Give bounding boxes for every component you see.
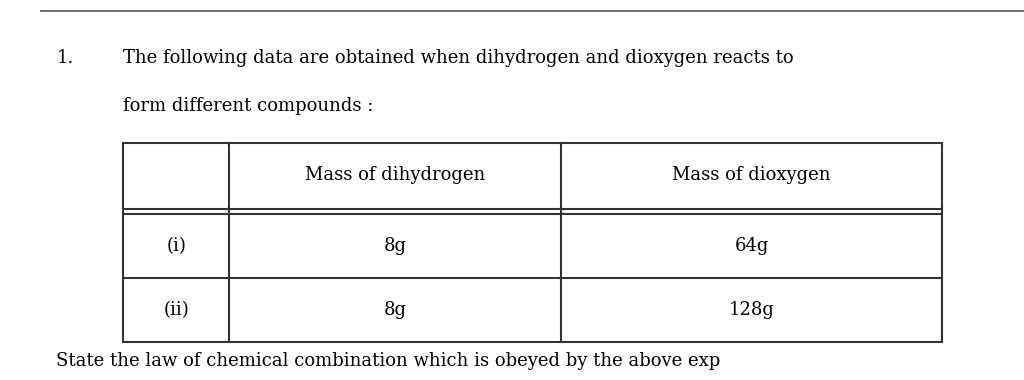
Text: 8g: 8g — [384, 301, 407, 319]
Text: (ii): (ii) — [163, 301, 189, 319]
Text: (i): (i) — [166, 237, 186, 255]
Text: State the law of chemical combination which is obeyed by the above exp: State the law of chemical combination wh… — [56, 352, 721, 369]
Text: 128g: 128g — [729, 301, 774, 319]
Text: form different compounds :: form different compounds : — [123, 97, 374, 115]
Text: 8g: 8g — [384, 237, 407, 255]
Text: Mass of dihydrogen: Mass of dihydrogen — [305, 166, 485, 184]
Text: The following data are obtained when dihydrogen and dioxygen reacts to: The following data are obtained when dih… — [123, 49, 794, 67]
Text: 1.: 1. — [56, 49, 74, 67]
Text: 64g: 64g — [734, 237, 769, 255]
Text: Mass of dioxygen: Mass of dioxygen — [673, 166, 830, 184]
